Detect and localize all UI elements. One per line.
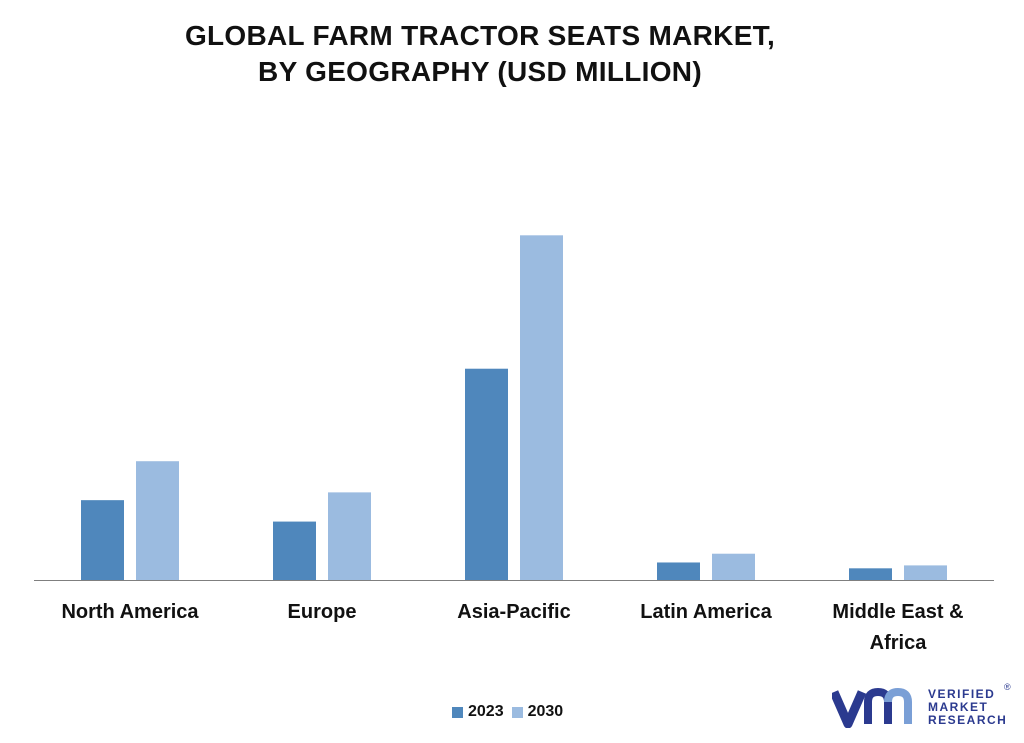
vmr-logo-wordmark: VERIFIED MARKET RESEARCH	[928, 688, 1007, 727]
bar-2023-middle-east-africa	[849, 568, 892, 580]
category-label: North America	[61, 601, 199, 623]
category-label: Africa	[870, 632, 928, 654]
bar-2023-europe	[273, 521, 316, 580]
chart-title-line-2: BY GEOGRAPHY (USD MILLION)	[258, 56, 702, 87]
vmr-logo-line-1: VERIFIED	[928, 687, 996, 701]
chart-title: GLOBAL FARM TRACTOR SEATS MARKET, BY GEO…	[0, 18, 960, 90]
vmr-logo-line-3: RESEARCH	[928, 713, 1008, 727]
bar-2030-north-america	[136, 461, 179, 580]
registered-mark: ®	[1004, 682, 1011, 692]
legend-item-2023: 2023	[452, 703, 504, 721]
vmr-logo: VERIFIED MARKET RESEARCH ®	[829, 682, 1017, 732]
legend-swatch-2023	[452, 706, 463, 718]
bar-2023-asia-pacific	[465, 368, 508, 580]
legend: 2023 2030	[452, 702, 571, 722]
bar-2030-middle-east-africa	[904, 565, 947, 580]
bar-2023-north-america	[81, 500, 124, 580]
vmr-logo-icon	[829, 687, 912, 729]
category-label: Middle East &	[832, 601, 963, 623]
category-label: Latin America	[640, 601, 772, 623]
category-label: Europe	[288, 601, 357, 623]
legend-swatch-2030	[511, 706, 523, 718]
legend-item-2030: 2030	[511, 703, 564, 721]
chart-title-line-1: GLOBAL FARM TRACTOR SEATS MARKET,	[184, 20, 776, 51]
category-label: Asia-Pacific	[457, 601, 570, 623]
legend-label-2030: 2030	[527, 703, 564, 720]
legend-label-2023: 2023	[468, 703, 504, 720]
bar-2030-europe	[328, 492, 371, 580]
bar-2030-latin-america	[712, 553, 755, 580]
vmr-logo-line-2: MARKET	[928, 700, 989, 714]
bar-chart: North America Europe Asia-Pacific Latin Ame…	[34, 235, 994, 654]
bar-2030-asia-pacific	[520, 235, 563, 580]
bar-2023-latin-america	[657, 562, 700, 580]
